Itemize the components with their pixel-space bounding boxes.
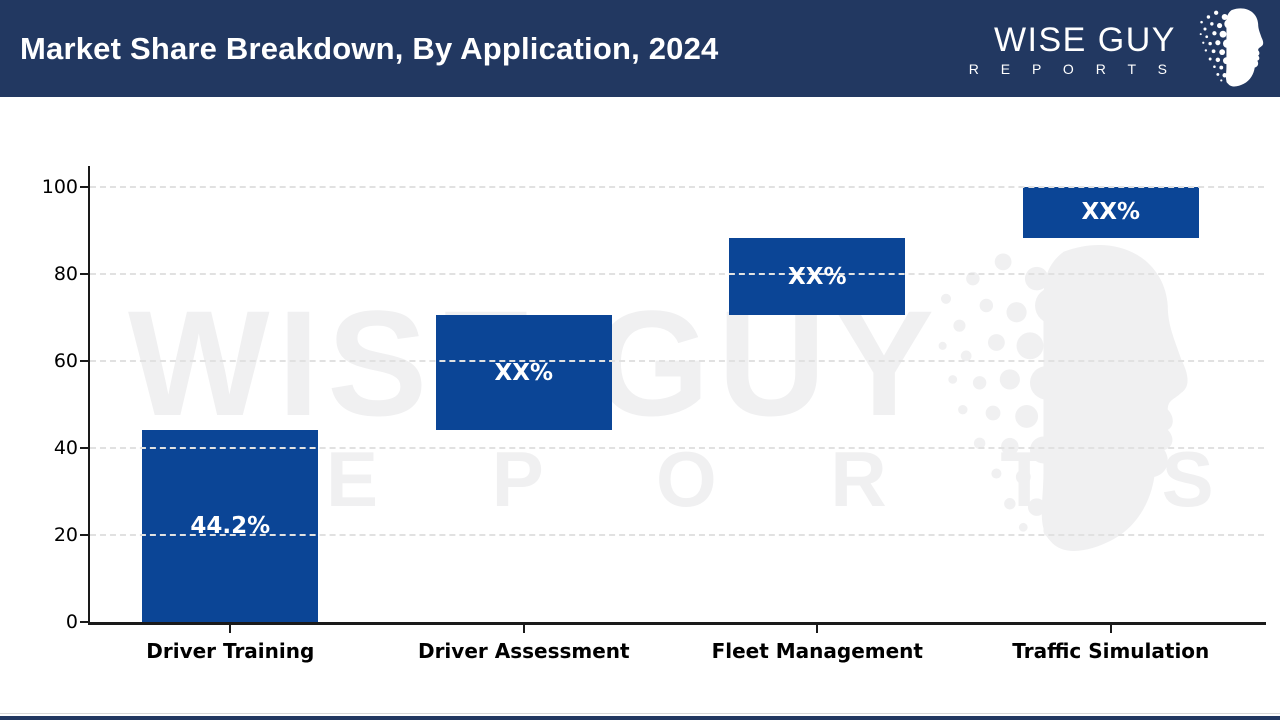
bar-value-label: XX% xyxy=(788,263,847,290)
y-tick-label: 0 xyxy=(65,611,78,633)
x-axis-label-fleet-management: Fleet Management xyxy=(711,639,923,663)
x-tick-mark xyxy=(522,625,525,633)
y-tick-mark xyxy=(80,273,89,275)
logo-wordmark: WISE GUY xyxy=(993,20,1176,59)
gridline xyxy=(90,273,1264,275)
x-tick-mark xyxy=(1109,625,1112,633)
logo-text: WISE GUY R E P O R T S xyxy=(963,20,1176,78)
page-title: Market Share Breakdown, By Application, … xyxy=(20,30,719,66)
gridline xyxy=(90,534,1264,536)
y-tick-mark xyxy=(80,534,89,536)
dotted-head-logo-icon xyxy=(1199,8,1264,87)
x-tick-mark xyxy=(816,625,819,633)
x-tick-mark xyxy=(229,625,232,633)
y-tick-mark xyxy=(80,447,89,449)
footer-bar xyxy=(0,716,1280,720)
y-axis-line xyxy=(88,166,90,625)
y-tick-label: 20 xyxy=(53,524,78,546)
gridline xyxy=(90,360,1264,362)
gridline xyxy=(90,447,1264,449)
x-axis-label-driver-training: Driver Training xyxy=(146,639,315,663)
logo-subtext: R E P O R T S xyxy=(968,61,1176,78)
x-axis-label-driver-assessment: Driver Assessment xyxy=(417,639,630,663)
logo-brain-dots xyxy=(1199,9,1239,83)
header-bar: Market Share Breakdown, By Application, … xyxy=(0,0,1280,97)
gridline xyxy=(90,186,1264,188)
y-tick-label: 40 xyxy=(53,437,78,459)
footer-divider xyxy=(0,713,1280,714)
bar-value-label: 44.2% xyxy=(190,512,271,539)
y-tick-label: 60 xyxy=(53,350,78,372)
y-tick-mark xyxy=(80,186,89,188)
watermark-head-icon xyxy=(938,244,1188,551)
y-tick-mark xyxy=(80,621,89,623)
wise-guy-reports-logo: WISE GUY R E P O R T S xyxy=(963,4,1266,96)
y-tick-label: 100 xyxy=(41,176,78,198)
y-tick-label: 80 xyxy=(53,263,78,285)
bar-traffic-simulation xyxy=(1022,187,1199,238)
bar-driver-assessment xyxy=(435,315,612,430)
bar-value-label: XX% xyxy=(494,359,554,386)
x-axis-line xyxy=(88,622,1266,625)
x-axis-label-traffic-simulation: Traffic Simulation xyxy=(1012,639,1210,663)
y-tick-mark xyxy=(80,360,89,362)
bar-fleet-management xyxy=(729,237,906,316)
bar-value-label: XX% xyxy=(1081,199,1141,226)
bar-driver-training xyxy=(142,429,319,622)
